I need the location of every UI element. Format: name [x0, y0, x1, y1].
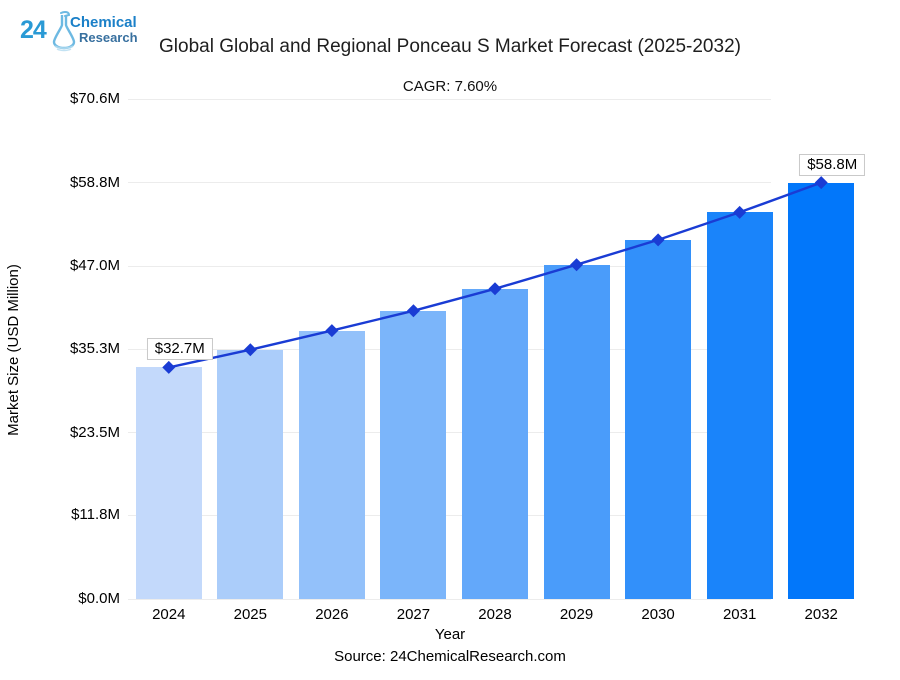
bar-2030	[625, 239, 692, 599]
y-tick-label: $58.8M	[69, 173, 120, 191]
y-axis-title: Market Size (USD Million)	[5, 264, 22, 436]
logo-text: Chemical Research	[70, 15, 138, 44]
value-label-2024: $32.7M	[146, 338, 213, 361]
y-tick-label: $23.5M	[69, 423, 120, 441]
bar-2024	[135, 367, 202, 599]
chart-title: Global Global and Regional Ponceau S Mar…	[159, 36, 741, 57]
gridline	[128, 598, 771, 600]
y-tick-label: $70.6M	[69, 90, 120, 107]
gridline	[128, 182, 771, 184]
x-tick-2028: 2028	[478, 606, 512, 623]
x-tick-2027: 2027	[396, 606, 431, 623]
y-tick-label: $35.3M	[69, 340, 120, 357]
gridline	[128, 432, 771, 434]
x-tick-2032: 2032	[804, 606, 838, 623]
bar-2028	[462, 288, 528, 599]
chart-subtitle: CAGR: 7.60%	[402, 78, 498, 95]
gridline	[128, 98, 771, 100]
bar-2026	[298, 330, 365, 599]
y-tick-label: $47.0M	[69, 257, 120, 275]
x-tick-2025: 2025	[233, 606, 267, 623]
company-logo: 24 Chemical Research	[18, 8, 138, 54]
bar-2032	[788, 182, 855, 599]
x-tick-2030: 2030	[641, 606, 675, 623]
plot-area: 2024 2025 2026 2027 2028 2029 2030 2031 2032 $32.…	[128, 98, 866, 623]
x-tick-2029: 2029	[559, 606, 594, 623]
x-tick-2026: 2026	[315, 606, 349, 623]
flask-icon	[51, 10, 77, 57]
y-tick-label: $0.0M	[78, 590, 120, 607]
bar-2031	[706, 212, 773, 599]
gridline	[128, 514, 771, 516]
value-label-2032: $58.8M	[799, 153, 866, 176]
bar-2029	[543, 264, 610, 599]
bar-2025	[217, 349, 284, 599]
x-axis-title: Year	[434, 626, 466, 643]
bar-2027	[380, 310, 447, 599]
y-tick-label: $11.8M	[71, 506, 120, 524]
logo-chemical-text: Chemical	[70, 14, 137, 31]
x-tick-2031: 2031	[722, 606, 757, 623]
source-attribution: Source: 24ChemicalResearch.com	[334, 648, 566, 665]
logo-research-text: Research	[79, 29, 138, 45]
logo-24-text: 24	[20, 16, 47, 44]
x-tick-2024: 2024	[152, 606, 186, 623]
